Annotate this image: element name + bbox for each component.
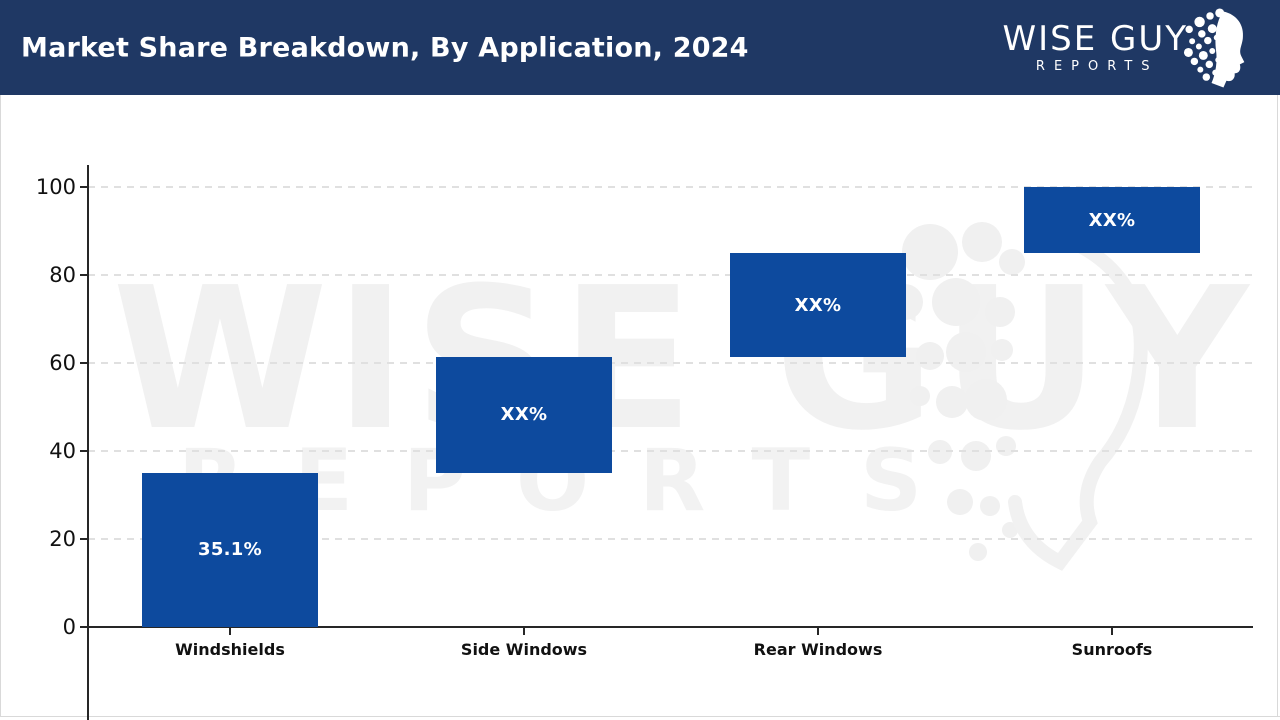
y-tick-label: 40	[49, 439, 76, 463]
watermark-primary: WISE GUY	[112, 246, 1255, 474]
gridline	[88, 186, 1252, 188]
x-category-label: Rear Windows	[753, 640, 883, 659]
y-tick-label: 20	[49, 527, 76, 551]
x-category-label: Side Windows	[460, 640, 588, 659]
x-tick-mark	[1111, 628, 1113, 635]
y-tick-label: 80	[49, 263, 76, 287]
bar-side-windows: XX%	[436, 356, 612, 473]
right-border	[1277, 95, 1278, 716]
y-tick-mark	[80, 538, 88, 540]
brand-logo-secondary: REPORTS	[1035, 59, 1159, 75]
bar-windshields: 35.1%	[142, 472, 318, 627]
bar-sunroofs: XX%	[1024, 187, 1200, 254]
bar-rear-windows: XX%	[730, 253, 906, 357]
bar-value-label: 35.1%	[198, 539, 262, 561]
y-tick-mark	[80, 274, 88, 276]
x-category-label: Windshields	[175, 640, 285, 659]
brand-logo: WISE GUY REPORTS	[1002, 7, 1258, 89]
brand-logo-primary: WISE GUY	[1002, 18, 1188, 59]
chart-title: Market Share Breakdown, By Application, …	[21, 32, 749, 63]
x-tick-mark	[817, 628, 819, 635]
y-tick-mark	[80, 450, 88, 452]
x-axis-spine	[87, 626, 1253, 628]
bar-value-label: XX%	[500, 404, 548, 426]
x-tick-mark	[523, 628, 525, 635]
logo-face-icon	[1183, 8, 1245, 88]
y-axis-spine	[87, 165, 89, 720]
plot-area: 100 80 60 40 20 0 35.1% XX% XX% XX% Wind…	[0, 95, 1280, 720]
brand-logo-text: WISE GUY REPORTS	[1002, 18, 1188, 75]
watermark-face-icon	[887, 222, 1148, 571]
gridline	[88, 538, 1252, 540]
y-tick-label: 0	[62, 615, 76, 639]
gridline	[88, 450, 1252, 452]
header-bar: Market Share Breakdown, By Application, …	[0, 0, 1280, 95]
y-tick-label: 60	[49, 351, 76, 375]
bottom-border	[0, 716, 1280, 717]
bar-value-label: XX%	[794, 294, 842, 316]
left-border	[0, 95, 1, 716]
y-tick-label: 100	[35, 175, 76, 199]
y-tick-mark	[80, 362, 88, 364]
x-tick-mark	[229, 628, 231, 635]
bar-value-label: XX%	[1088, 209, 1136, 231]
gridline	[88, 362, 1252, 364]
y-tick-mark	[80, 186, 88, 188]
y-tick-mark	[80, 626, 88, 628]
gridline	[88, 274, 1252, 276]
x-category-label: Sunroofs	[1071, 640, 1153, 659]
